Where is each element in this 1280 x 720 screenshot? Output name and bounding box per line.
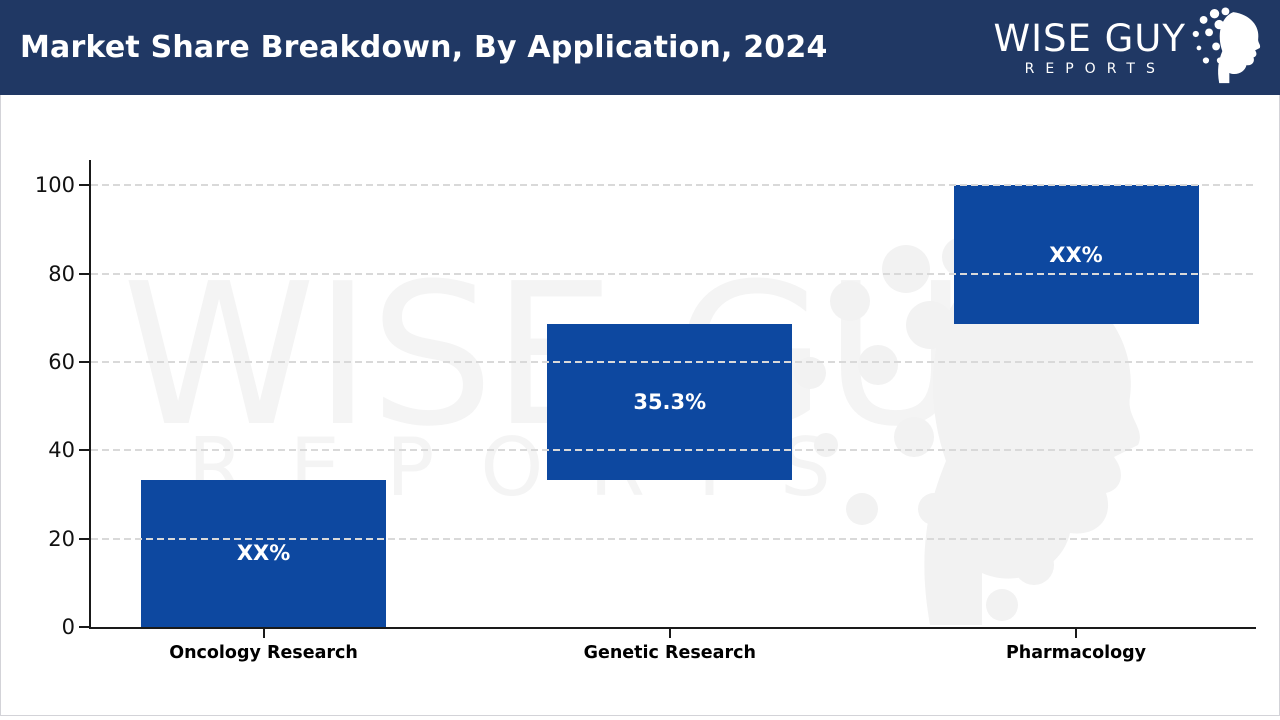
y-tick-mark	[79, 537, 89, 540]
y-tick-label: 80	[48, 261, 75, 286]
x-axis-line	[89, 627, 1256, 629]
y-tick-label: 0	[61, 615, 75, 639]
y-tick-mark	[79, 360, 89, 363]
logo-wordmark: WISE GUY REPORTS	[994, 20, 1186, 76]
bar-value-label: XX%	[236, 541, 291, 566]
bar-segment	[141, 479, 387, 627]
y-tick-mark	[79, 449, 89, 452]
y-tick-mark	[79, 272, 89, 275]
x-category-label: Oncology Research	[169, 643, 358, 663]
y-tick-label: 100	[34, 173, 75, 198]
bar-value-label: 35.3%	[633, 389, 707, 414]
bar-value-label: XX%	[1049, 242, 1103, 267]
y-gridline	[91, 360, 1256, 363]
x-tick-mark	[668, 629, 671, 638]
y-gridline	[91, 184, 1256, 187]
y-tick-label: 60	[48, 349, 75, 374]
bar-segment	[953, 185, 1199, 324]
x-tick-mark	[262, 629, 265, 638]
y-gridline	[91, 272, 1256, 275]
y-gridline	[91, 449, 1256, 452]
y-gridline	[91, 537, 1256, 540]
chart-title: Market Share Breakdown, By Application, …	[20, 30, 828, 65]
x-tick-mark	[1075, 629, 1077, 638]
x-category-label: Pharmacology	[1005, 643, 1147, 663]
logo-word: WISE GUY	[993, 16, 1186, 60]
wiseguy-logo: WISE GUY REPORTS	[994, 6, 1266, 89]
y-tick-mark	[79, 184, 89, 187]
header-bar: Market Share Breakdown, By Application, …	[0, 0, 1280, 95]
x-category-label: Genetic Research	[583, 643, 756, 663]
y-tick-mark	[79, 626, 89, 628]
logo-subtext: REPORTS	[1024, 60, 1166, 77]
y-axis-line	[89, 160, 91, 629]
logo-head-icon	[1192, 6, 1261, 83]
y-tick-label: 40	[48, 438, 75, 463]
bar-segment	[547, 323, 793, 480]
y-tick-label: 20	[48, 526, 75, 551]
